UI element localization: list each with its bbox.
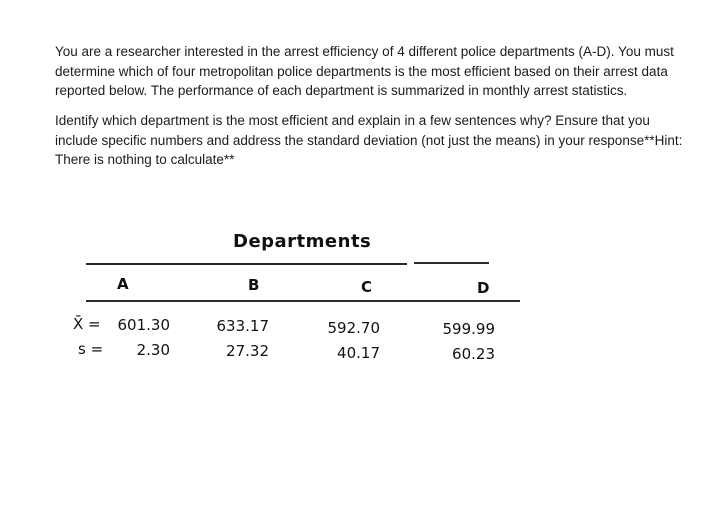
sd-value-d: 60.23 bbox=[452, 345, 495, 363]
mean-value-d: 599.99 bbox=[442, 320, 496, 338]
paragraph-question: Identify which department is the most ef… bbox=[55, 113, 683, 167]
mean-value-a: 601.30 bbox=[117, 316, 171, 334]
column-header-b: B bbox=[248, 276, 260, 294]
sd-value-a: 2.30 bbox=[136, 341, 170, 359]
column-header-c: C bbox=[361, 278, 373, 296]
sd-value-b: 27.32 bbox=[226, 342, 269, 360]
table-title: Departments bbox=[233, 231, 372, 252]
table-top-rule-left bbox=[86, 263, 407, 265]
sd-row-label: s = bbox=[78, 340, 104, 358]
column-header-a: A bbox=[117, 275, 129, 293]
sd-value-c: 40.17 bbox=[337, 344, 380, 362]
mean-value-b: 633.17 bbox=[216, 317, 270, 335]
mean-row-label: X̄ = bbox=[73, 315, 101, 333]
mean-value-c: 592.70 bbox=[327, 319, 381, 337]
table-top-rule-right bbox=[414, 262, 489, 264]
column-header-d: D bbox=[477, 279, 490, 297]
table-header-rule bbox=[86, 300, 520, 302]
paragraph-intro: You are a researcher interested in the a… bbox=[55, 44, 674, 98]
